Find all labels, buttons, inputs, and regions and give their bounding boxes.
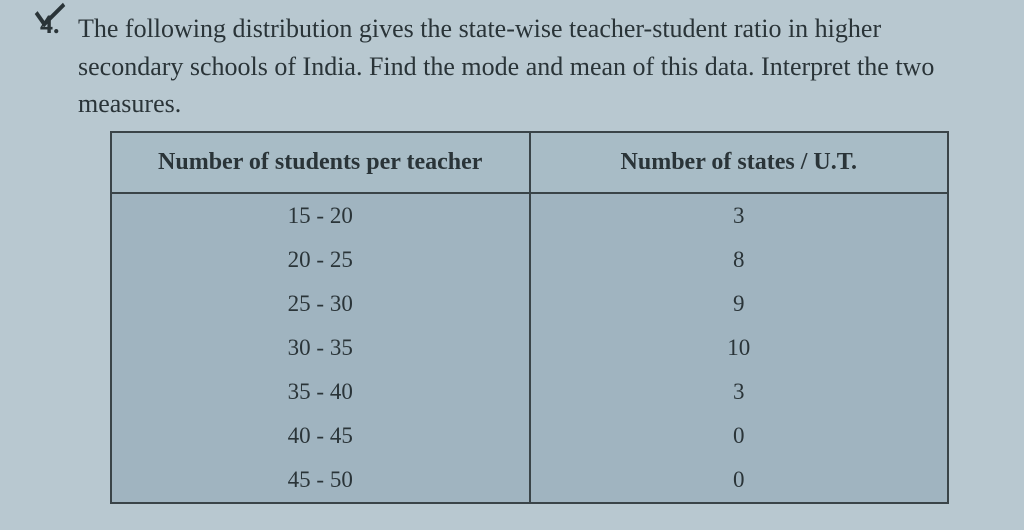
cell-value: 3 [530, 370, 949, 414]
table-row: 40 - 45 0 [111, 414, 948, 458]
cell-range: 25 - 30 [111, 282, 530, 326]
cell-range: 45 - 50 [111, 458, 530, 503]
table-row: 15 - 20 3 [111, 193, 948, 238]
page-container: 4. The following distribution gives the … [0, 0, 1024, 504]
table-wrapper: Number of students per teacher Number of… [110, 131, 949, 504]
column-header-states: Number of states / U.T. [530, 132, 949, 193]
cell-value: 10 [530, 326, 949, 370]
question-block: 4. The following distribution gives the … [40, 10, 994, 123]
table-row: 35 - 40 3 [111, 370, 948, 414]
table-row: 25 - 30 9 [111, 282, 948, 326]
cell-range: 20 - 25 [111, 238, 530, 282]
data-table: Number of students per teacher Number of… [110, 131, 949, 504]
cell-range: 15 - 20 [111, 193, 530, 238]
cell-range: 30 - 35 [111, 326, 530, 370]
cell-value: 3 [530, 193, 949, 238]
cell-range: 35 - 40 [111, 370, 530, 414]
cell-value: 8 [530, 238, 949, 282]
column-header-students: Number of students per teacher [111, 132, 530, 193]
table-row: 45 - 50 0 [111, 458, 948, 503]
cell-range: 40 - 45 [111, 414, 530, 458]
table-header-row: Number of students per teacher Number of… [111, 132, 948, 193]
cell-value: 0 [530, 414, 949, 458]
question-text: The following distribution gives the sta… [78, 10, 994, 123]
cell-value: 0 [530, 458, 949, 503]
table-row: 20 - 25 8 [111, 238, 948, 282]
table-row: 30 - 35 10 [111, 326, 948, 370]
cell-value: 9 [530, 282, 949, 326]
